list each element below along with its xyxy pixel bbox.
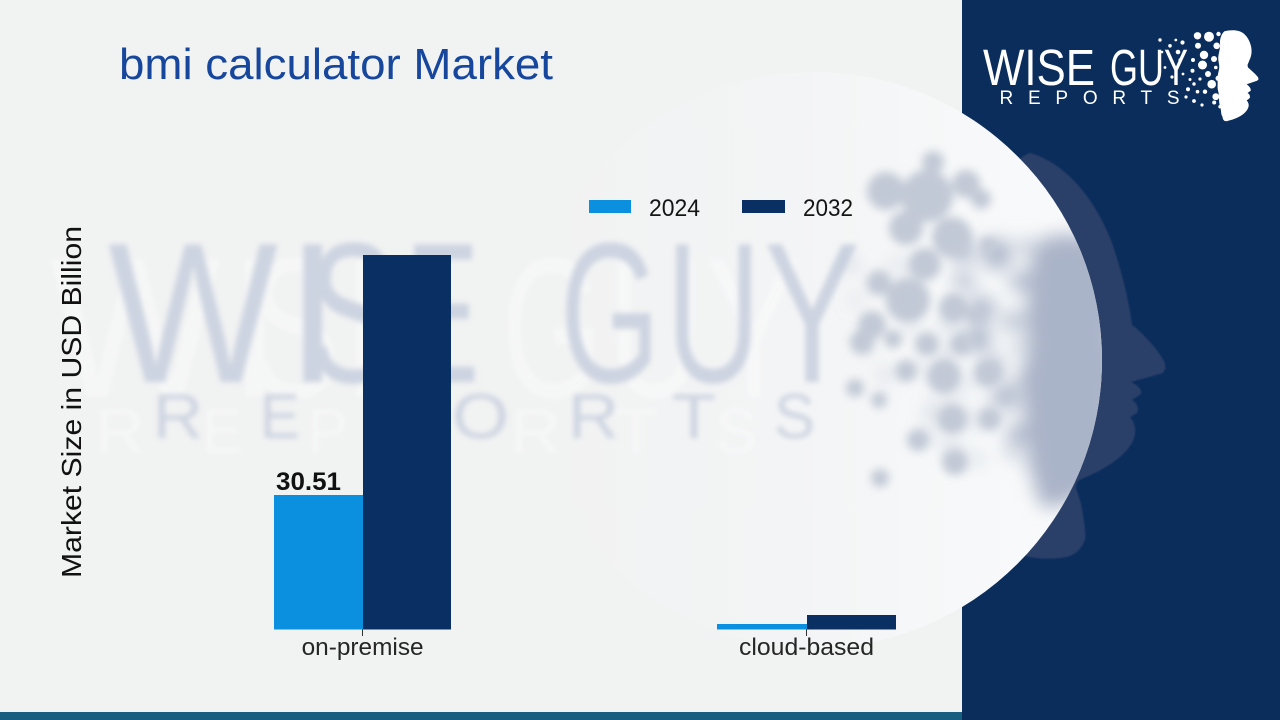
svg-text:Market Size in USD Billion: Market Size in USD Billion — [56, 226, 87, 578]
svg-text:cloud-based: cloud-based — [739, 634, 874, 661]
svg-text:2024: 2024 — [649, 195, 700, 222]
svg-text:bmi calculator Market: bmi calculator Market — [119, 40, 553, 89]
svg-text:2032: 2032 — [803, 195, 853, 222]
svg-text:30.51: 30.51 — [276, 468, 341, 496]
svg-text:on-premise: on-premise — [302, 634, 424, 661]
